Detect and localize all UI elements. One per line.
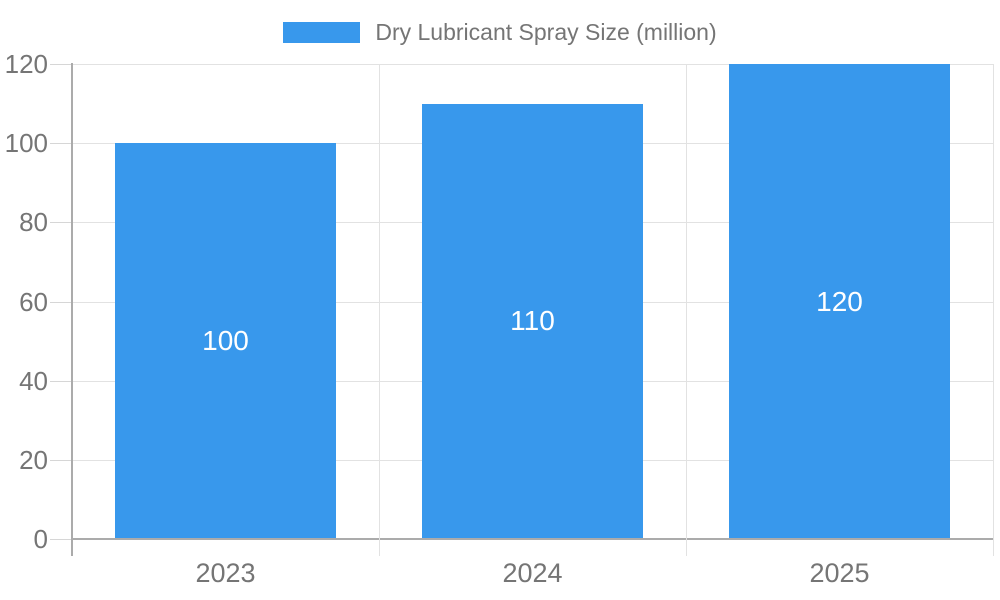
category-boundary-gridline (379, 64, 380, 556)
legend: Dry Lubricant Spray Size (million) (0, 14, 1000, 50)
y-tick-mark (50, 301, 72, 303)
y-tick-label: 60 (19, 286, 48, 317)
category-boundary-gridline (993, 64, 994, 556)
x-tick-label: 2025 (809, 558, 870, 588)
y-tick-label: 120 (4, 49, 48, 79)
bar-value-label: 100 (202, 325, 249, 356)
y-tick-label: 20 (19, 444, 48, 475)
y-tick-mark (50, 64, 72, 65)
y-tick-label: 80 (19, 207, 48, 238)
y-tick-label: 0 (33, 524, 48, 554)
y-tick-mark (50, 380, 72, 382)
y-tick-mark (50, 539, 72, 540)
x-tick-label: 2023 (195, 558, 256, 588)
legend-label: Dry Lubricant Spray Size (million) (375, 18, 717, 45)
category-boundary-gridline (686, 64, 687, 556)
bar-2025 (729, 64, 950, 538)
y-tick-mark (50, 143, 72, 145)
gridline (72, 64, 993, 65)
y-tick-mark (50, 459, 72, 461)
y-tick-label: 40 (19, 365, 48, 396)
bar-value-label: 120 (816, 286, 863, 317)
legend-swatch (283, 21, 361, 43)
x-tick-label: 2024 (502, 558, 563, 588)
bar-value-label: 110 (510, 305, 555, 336)
y-tick-label: 100 (4, 128, 48, 159)
y-tick-mark (50, 222, 72, 224)
bar-2023 (115, 143, 336, 538)
bar-2024 (422, 103, 643, 538)
y-axis-line (71, 63, 73, 556)
x-axis-baseline (72, 538, 993, 540)
